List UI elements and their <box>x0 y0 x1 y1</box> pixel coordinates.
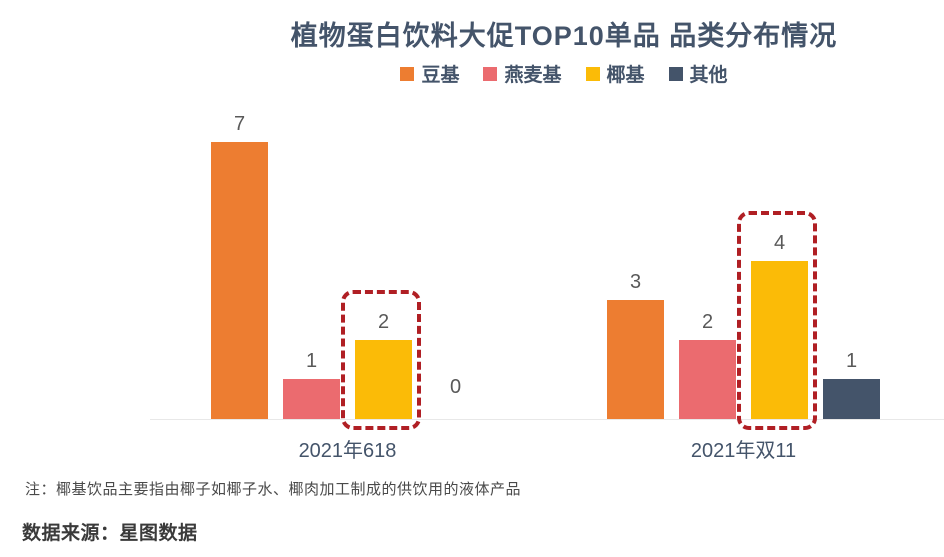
chart-title: 植物蛋白饮料大促TOP10单品 品类分布情况 <box>290 21 838 51</box>
legend-swatch-icon <box>585 66 600 81</box>
data-source: 数据来源：星图数据 <box>22 523 198 544</box>
legend-item-豆基: 豆基 <box>400 60 459 87</box>
legend-swatch-icon <box>400 66 415 81</box>
legend: 豆基 燕麦基 椰基 其他 <box>184 60 944 87</box>
bar-其他-2021年双11 <box>823 379 880 419</box>
bar-椰基-2021年双11 <box>751 261 808 419</box>
bar-value-label: 2 <box>701 311 714 333</box>
highlight-dashed-box-2021年双11 <box>737 211 817 430</box>
footnote: 注：椰基饮品主要指由椰子如椰子水、椰肉加工制成的供饮用的液体产品 <box>25 481 522 498</box>
x-axis-category-label: 2021年双11 <box>690 440 797 462</box>
bar-value-label: 0 <box>449 376 462 398</box>
bar-豆基-2021年618 <box>211 142 268 419</box>
legend-item-椰基: 椰基 <box>585 60 645 87</box>
bar-燕麦基-2021年618 <box>283 379 340 419</box>
bar-value-label: 3 <box>629 271 642 293</box>
bar-value-label: 4 <box>773 232 786 254</box>
bar-燕麦基-2021年双11 <box>679 340 736 419</box>
legend-label: 燕麦基 <box>504 65 562 86</box>
x-axis-line <box>150 419 944 420</box>
bar-value-label: 1 <box>305 350 318 372</box>
bar-value-label: 7 <box>233 113 246 135</box>
bar-豆基-2021年双11 <box>607 300 664 419</box>
bar-椰基-2021年618 <box>355 340 412 419</box>
legend-label: 其他 <box>689 65 728 86</box>
x-axis-category-label: 2021年618 <box>298 440 397 462</box>
legend-item-其他: 其他 <box>668 60 728 87</box>
legend-item-燕麦基: 燕麦基 <box>483 60 562 87</box>
legend-label: 椰基 <box>606 65 645 86</box>
legend-label: 豆基 <box>421 65 460 86</box>
legend-swatch-icon <box>483 66 498 81</box>
bar-value-label: 2 <box>377 311 390 333</box>
bar-value-label: 1 <box>845 350 858 372</box>
highlight-dashed-box-2021年618 <box>341 290 421 430</box>
legend-swatch-icon <box>668 66 683 81</box>
